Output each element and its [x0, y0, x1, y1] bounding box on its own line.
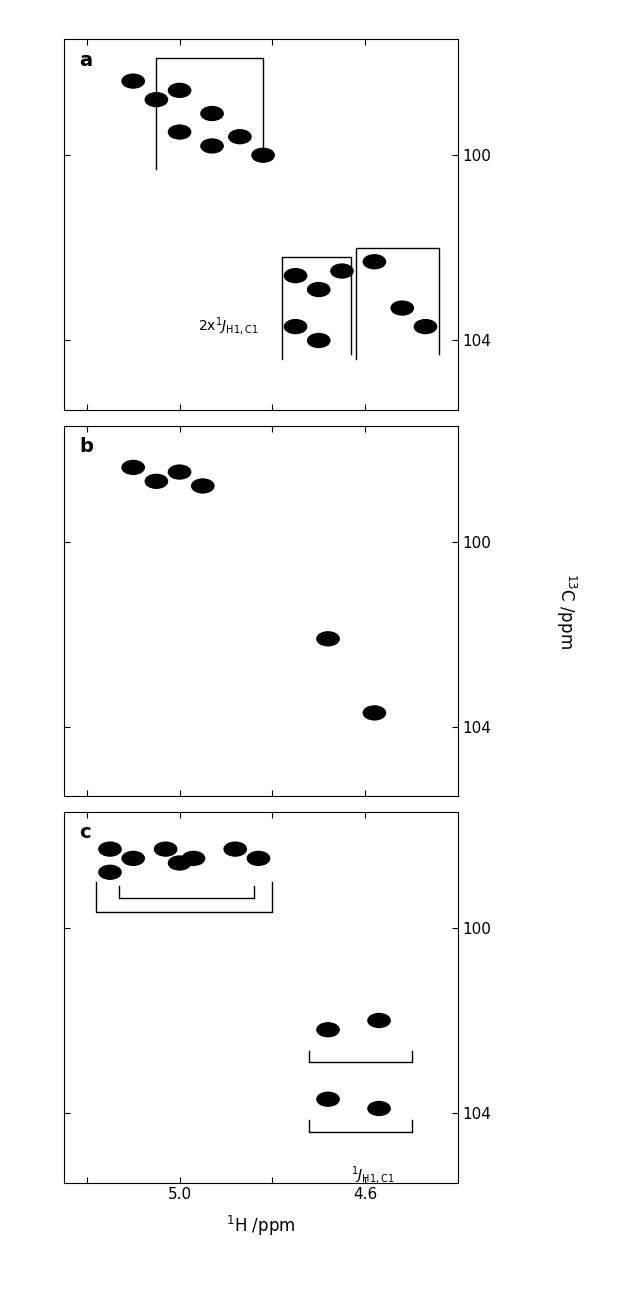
Ellipse shape	[284, 268, 307, 283]
Ellipse shape	[169, 855, 191, 870]
Text: a: a	[80, 50, 92, 70]
Ellipse shape	[99, 866, 121, 879]
Ellipse shape	[368, 1101, 391, 1116]
Y-axis label: $^{13}$C /ppm: $^{13}$C /ppm	[554, 573, 578, 649]
Ellipse shape	[122, 851, 144, 866]
Ellipse shape	[201, 139, 223, 152]
Ellipse shape	[317, 1092, 339, 1106]
Ellipse shape	[145, 474, 167, 489]
Ellipse shape	[191, 480, 214, 493]
X-axis label: $^1$H /ppm: $^1$H /ppm	[226, 1214, 296, 1238]
Ellipse shape	[155, 842, 177, 855]
Ellipse shape	[122, 74, 144, 88]
Text: 2x$^1$$J_{\mathrm{H1,C1}}$: 2x$^1$$J_{\mathrm{H1,C1}}$	[198, 315, 258, 338]
Ellipse shape	[363, 255, 385, 268]
Ellipse shape	[284, 319, 307, 334]
Ellipse shape	[391, 301, 413, 315]
Ellipse shape	[201, 106, 223, 121]
Ellipse shape	[122, 460, 144, 474]
Ellipse shape	[169, 83, 191, 97]
Text: c: c	[80, 823, 91, 842]
Ellipse shape	[368, 1013, 391, 1028]
Ellipse shape	[331, 264, 353, 279]
Text: $^1$$J_{\mathrm{H1,C1}}$: $^1$$J_{\mathrm{H1,C1}}$	[351, 1164, 394, 1185]
Ellipse shape	[317, 1022, 339, 1037]
Ellipse shape	[308, 334, 330, 347]
Ellipse shape	[183, 851, 205, 866]
Ellipse shape	[308, 283, 330, 297]
Ellipse shape	[169, 465, 191, 480]
Ellipse shape	[247, 851, 270, 866]
Ellipse shape	[145, 93, 167, 106]
Ellipse shape	[414, 319, 436, 334]
Ellipse shape	[99, 842, 121, 855]
Ellipse shape	[363, 706, 385, 720]
Ellipse shape	[252, 148, 274, 162]
Ellipse shape	[224, 842, 246, 855]
Ellipse shape	[317, 632, 339, 645]
Ellipse shape	[229, 130, 251, 143]
Text: b: b	[80, 436, 93, 456]
Ellipse shape	[169, 125, 191, 139]
